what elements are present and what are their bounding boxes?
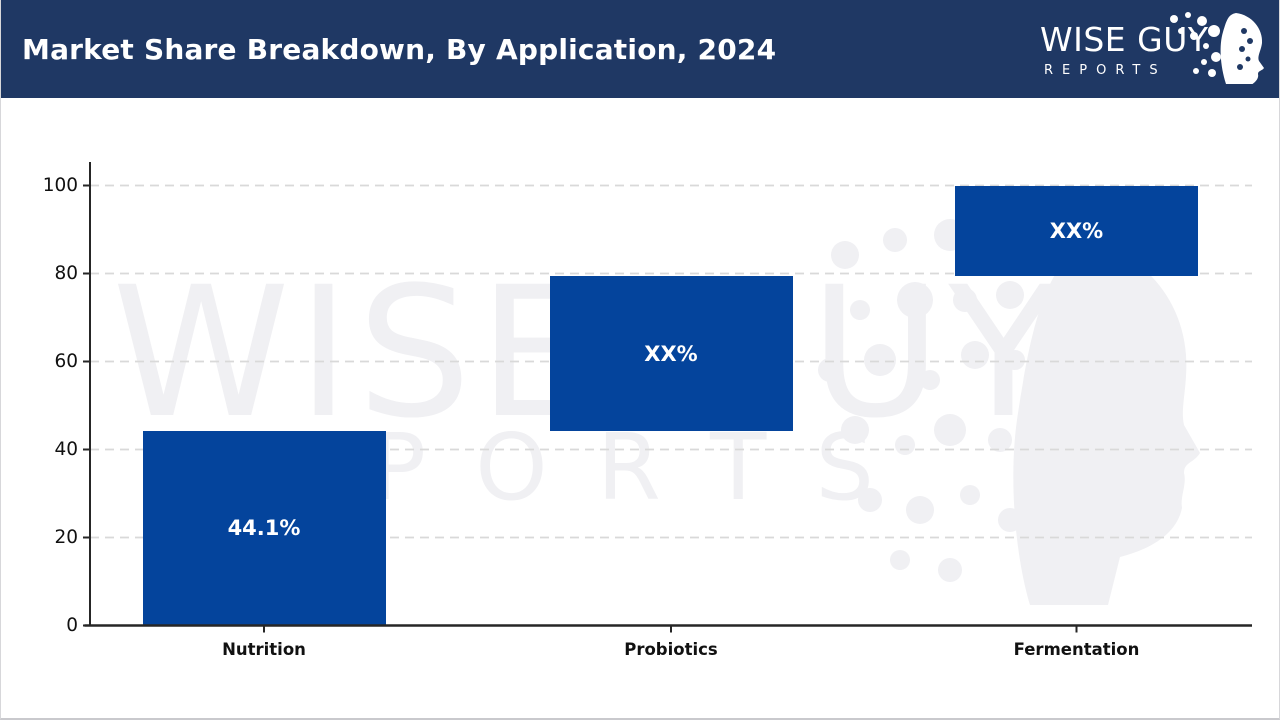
bar-nutrition: 44.1% — [142, 431, 386, 626]
chart-title: Market Share Breakdown, By Application, … — [22, 32, 777, 66]
y-tick-label-20: 20 — [54, 526, 78, 548]
y-tick-label-100: 100 — [42, 174, 78, 196]
bar-probiotics: XX% — [549, 276, 793, 432]
header-bar: Market Share Breakdown, By Application, … — [0, 0, 1280, 98]
logo-wiseguy-text: WISE GUY — [1040, 20, 1209, 59]
wiseguy-logo-icon: WISE GUY REPORTS — [1040, 12, 1264, 84]
logo-reports-text: REPORTS — [1044, 63, 1167, 78]
wiseguy-logo: WISE GUY REPORTS — [1016, 7, 1266, 91]
y-tick-label-80: 80 — [54, 262, 78, 284]
y-tick-label-40: 40 — [54, 438, 78, 460]
y-tick-label-60: 60 — [54, 350, 78, 372]
bar-value-label: 44.1% — [227, 516, 301, 541]
x-category-label-nutrition: Nutrition — [222, 639, 306, 659]
bar-value-label: XX% — [1049, 218, 1104, 243]
bar-fermentation: XX% — [955, 185, 1198, 277]
x-category-label-fermentation: Fermentation — [1013, 639, 1140, 659]
x-category-label-probiotics: Probiotics — [624, 639, 718, 659]
bar-value-label: XX% — [644, 341, 698, 366]
y-tick-label-0: 0 — [66, 614, 78, 636]
